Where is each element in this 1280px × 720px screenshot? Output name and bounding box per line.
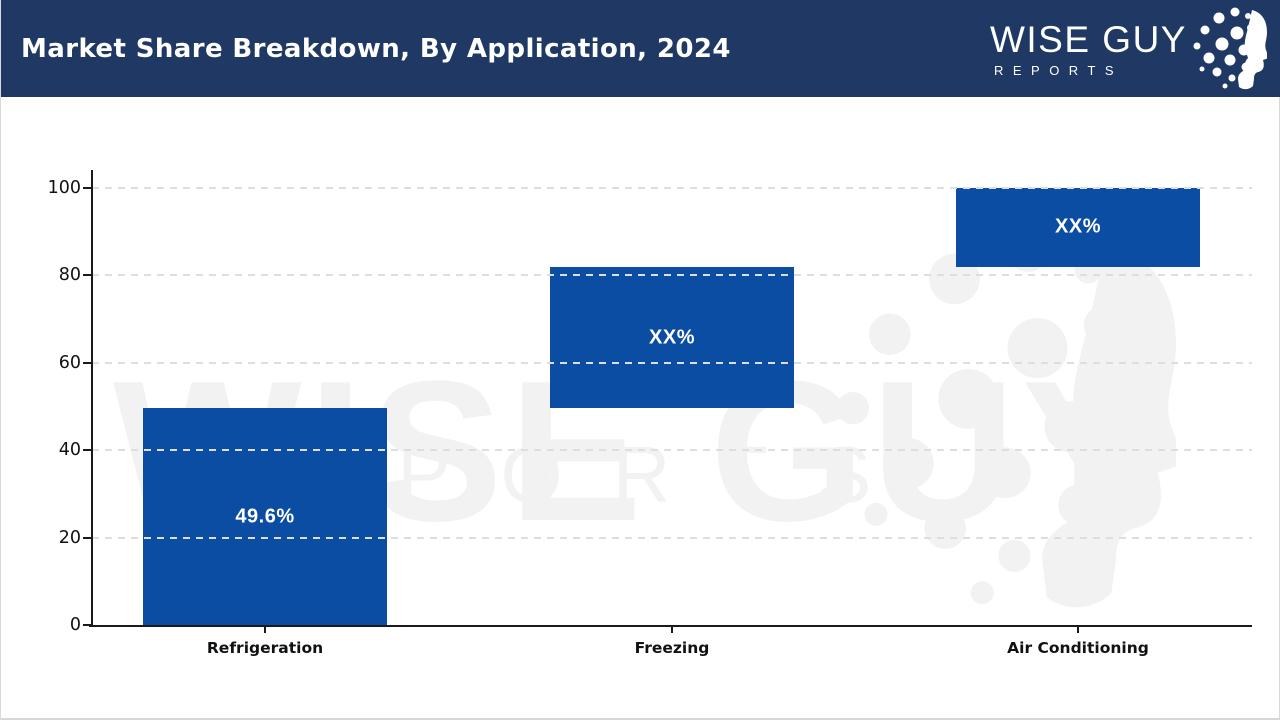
x-tick-mark: [264, 625, 266, 633]
y-axis-line: [91, 170, 93, 627]
bar-refrigeration: [143, 408, 387, 625]
x-axis-label: Freezing: [634, 639, 710, 657]
bar-value-label: XX%: [1055, 215, 1101, 238]
y-tick-mark: [83, 274, 91, 276]
gridline: [92, 274, 1252, 276]
x-tick-mark: [671, 625, 673, 633]
x-axis-line: [89, 625, 1252, 627]
y-tick-mark: [83, 449, 91, 451]
y-tick-label: 20: [58, 527, 81, 548]
gridline: [92, 186, 1252, 189]
bar-value-label: XX%: [649, 326, 695, 349]
y-tick-mark: [83, 536, 91, 539]
gridline: [92, 536, 1252, 539]
y-tick-label: 40: [58, 440, 81, 460]
y-tick-label: 0: [69, 615, 81, 635]
y-tick-label: 80: [58, 265, 81, 285]
x-axis-label: Refrigeration: [206, 639, 324, 657]
header-bar: Market Share Breakdown, By Application, …: [1, 0, 1280, 97]
y-tick-mark: [83, 361, 91, 364]
chart-title: Market Share Breakdown, By Application, …: [21, 33, 731, 64]
gridline: [92, 449, 1252, 451]
logo-subtitle: REPORTS: [993, 62, 1124, 78]
y-tick-label: 60: [58, 352, 81, 373]
bar-value-label: 49.6%: [235, 505, 295, 527]
y-tick-mark: [83, 186, 91, 189]
bar-air-conditioning: [956, 187, 1200, 268]
bar-freezing: [550, 267, 794, 408]
watermark-dotted-head-icon: [836, 230, 1176, 608]
x-axis-label: Air Conditioning: [1007, 639, 1149, 657]
wise-guy-reports-logo: WISE GUY REPORTS: [990, 6, 1267, 92]
y-tick-label: 100: [47, 177, 81, 198]
logo-text: WISE GUY REPORTS: [990, 21, 1187, 77]
bottom-border: [1, 718, 1280, 720]
logo-wordmark: WISE GUY: [989, 18, 1187, 60]
x-tick-mark: [1077, 625, 1079, 633]
dotted-head-logo-icon: [1193, 7, 1267, 89]
gridline: [92, 361, 1252, 364]
y-tick-mark: [83, 624, 91, 626]
